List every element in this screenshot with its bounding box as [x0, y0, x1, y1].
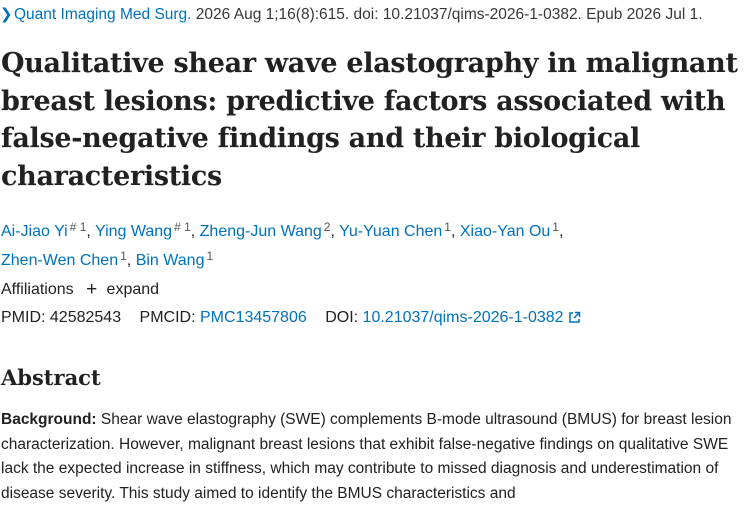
article-identifiers: PMID: 42582543 PMCID: PMC13457806 DOI: 1… [1, 308, 581, 328]
author-separator: , [558, 223, 564, 240]
affiliations-label: Affiliations [1, 281, 74, 298]
background-text: Shear wave elastography (SWE) complement… [1, 411, 732, 502]
doi-label: DOI: [325, 309, 359, 326]
author-affiliation-marker[interactable]: # 1 [69, 220, 87, 234]
author-affiliation-marker[interactable]: 1 [552, 220, 559, 234]
citation-details: 2026 Aug 1;16(8):615. doi: 10.21037/qims… [191, 6, 703, 23]
citation-line: ❯Quant Imaging Med Surg. 2026 Aug 1;16(8… [0, 5, 750, 25]
author-affiliation-marker[interactable]: # 1 [174, 220, 191, 234]
doi-link[interactable]: 10.21037/qims-2026-1-0382 [363, 309, 581, 326]
author-link[interactable]: Xiao-Yan Ou [459, 223, 551, 240]
chevron-right-icon[interactable]: ❯ [0, 6, 13, 23]
abstract-heading: Abstract [1, 365, 101, 390]
author-list: Ai-Jiao Yi # 1, Ying Wang # 1, Zheng-Jun W… [1, 215, 746, 273]
affiliations-row: Affiliations + expand [1, 280, 159, 300]
doi-value: 10.21037/qims-2026-1-0382 [362, 309, 564, 326]
author-link[interactable]: Zheng-Jun Wang [199, 223, 322, 240]
affiliations-expand-button[interactable]: + expand [86, 279, 160, 300]
author-link[interactable]: Yu-Yuan Chen [339, 223, 443, 240]
article-title: Qualitative shear wave elastography in m… [1, 48, 738, 192]
background-label: Background: [1, 411, 97, 428]
author-separator: , [190, 223, 200, 240]
journal-link[interactable]: Quant Imaging Med Surg. [14, 6, 192, 23]
author-link[interactable]: Ai-Jiao Yi [1, 223, 68, 240]
author-link[interactable]: Ying Wang [95, 223, 173, 240]
plus-icon: + [86, 279, 98, 300]
author-separator: , [330, 223, 340, 240]
author-affiliation-marker[interactable]: 1 [206, 249, 214, 263]
author-affiliation-marker[interactable]: 2 [323, 220, 331, 234]
pmid-value: 42582543 [49, 309, 122, 326]
author-affiliation-marker[interactable]: 1 [444, 220, 451, 234]
author-link[interactable]: Bin Wang [135, 252, 205, 269]
author-link[interactable]: Zhen-Wen Chen [1, 252, 119, 269]
pmid-label: PMID: [1, 309, 46, 326]
pmcid-label: PMCID: [139, 309, 196, 326]
author-separator: , [126, 252, 136, 269]
abstract-background: Background: Shear wave elastography (SWE… [1, 408, 749, 506]
expand-label: expand [106, 281, 160, 298]
author-affiliation-marker[interactable]: 1 [120, 249, 127, 263]
author-separator: , [450, 223, 460, 240]
external-link-icon [568, 311, 580, 323]
author-separator: , [86, 223, 95, 240]
pmcid-link[interactable]: PMC13457806 [200, 309, 307, 326]
